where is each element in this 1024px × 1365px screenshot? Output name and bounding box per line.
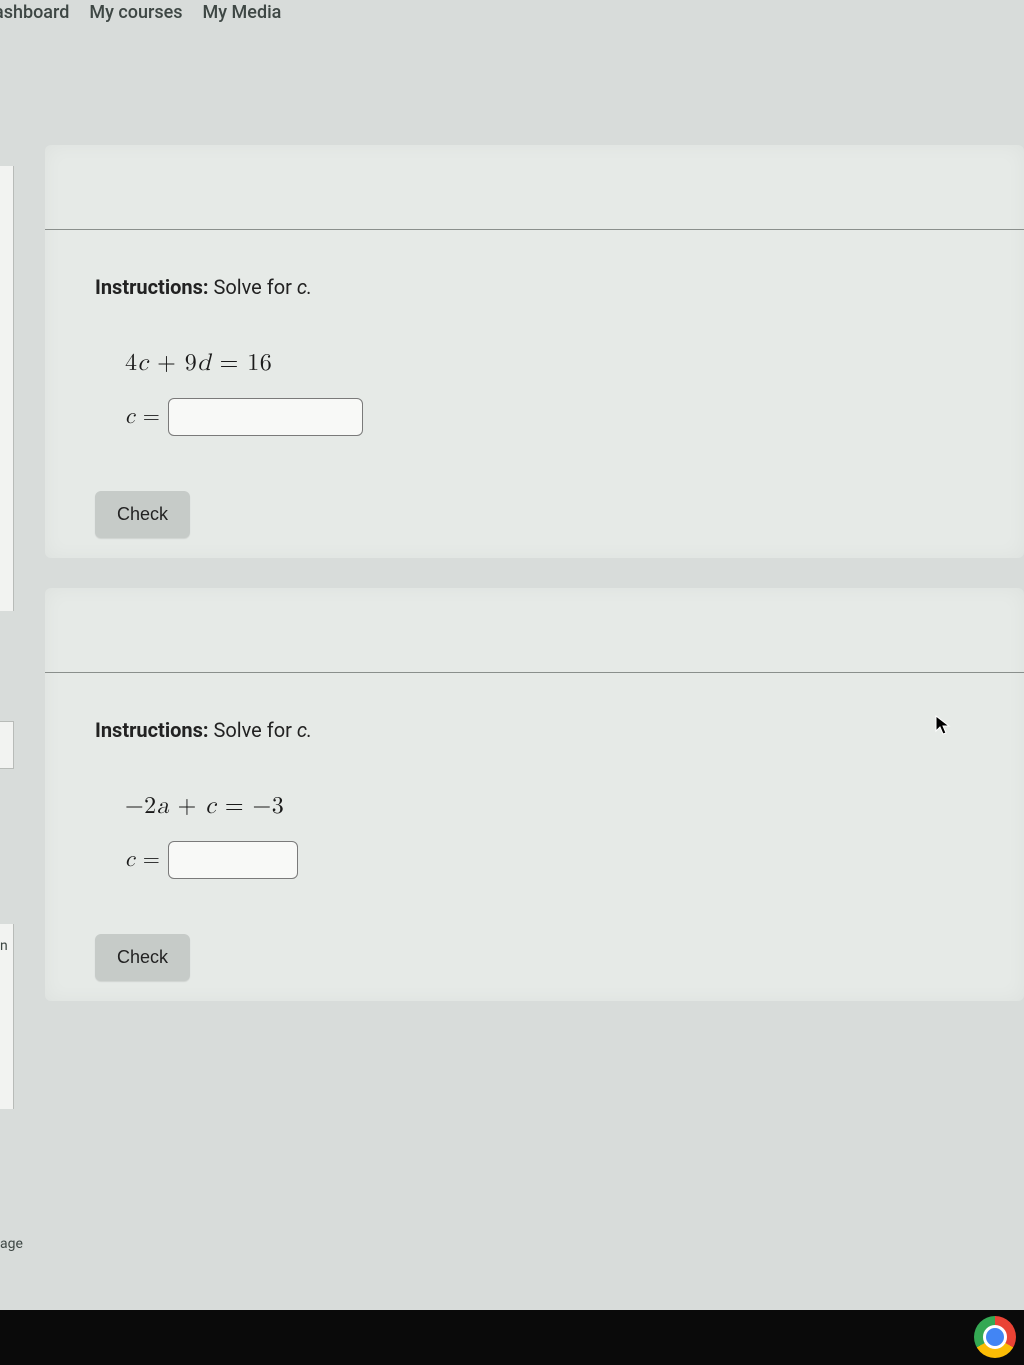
answer-variable: c xyxy=(125,847,135,873)
instructions-body: Solve for xyxy=(209,275,297,299)
equation-block: 4c + 9d = 16 c = xyxy=(45,349,1024,436)
instructions-text: Instructions: Solve for c. xyxy=(45,718,1024,742)
taskbar xyxy=(0,1310,1024,1365)
equals-sign: = xyxy=(143,404,160,430)
chrome-icon[interactable] xyxy=(974,1316,1016,1358)
equation-text: −2a + c = −3 xyxy=(125,792,1024,821)
instructions-variable: c. xyxy=(297,718,312,742)
instructions-variable: c. xyxy=(297,275,312,299)
card-header-space xyxy=(45,588,1024,673)
instructions-text: Instructions: Solve for c. xyxy=(45,275,1024,299)
top-nav: ashboard My courses My Media xyxy=(0,0,1024,35)
check-button[interactable]: Check xyxy=(95,491,190,538)
answer-row: c = xyxy=(125,841,1024,879)
instructions-label: Instructions: xyxy=(95,718,209,742)
answer-variable: c xyxy=(125,404,135,430)
instructions-body: Solve for xyxy=(209,718,297,742)
sidebar-fragment xyxy=(0,721,14,769)
sidebar-fragment xyxy=(0,166,14,611)
equals-sign: = xyxy=(143,847,160,873)
instructions-label: Instructions: xyxy=(95,275,209,299)
main-content: Instructions: Solve for c. 4c + 9d = 16 … xyxy=(0,35,1024,1001)
nav-media[interactable]: My Media xyxy=(203,2,282,23)
nav-dashboard[interactable]: ashboard xyxy=(0,2,69,23)
equation-block: −2a + c = −3 c = xyxy=(45,792,1024,879)
question-card: Instructions: Solve for c. 4c + 9d = 16 … xyxy=(45,145,1024,558)
check-button[interactable]: Check xyxy=(95,934,190,981)
equation-text: 4c + 9d = 16 xyxy=(125,349,1024,378)
nav-courses[interactable]: My courses xyxy=(89,2,182,23)
answer-row: c = xyxy=(125,398,1024,436)
sidebar-page-fragment[interactable]: age xyxy=(0,1236,23,1252)
answer-input[interactable] xyxy=(168,398,363,436)
card-header-space xyxy=(45,145,1024,230)
question-card: Instructions: Solve for c. −2a + c = −3 … xyxy=(45,588,1024,1001)
answer-input[interactable] xyxy=(168,841,298,879)
sidebar-label-fragment: n xyxy=(0,938,8,954)
